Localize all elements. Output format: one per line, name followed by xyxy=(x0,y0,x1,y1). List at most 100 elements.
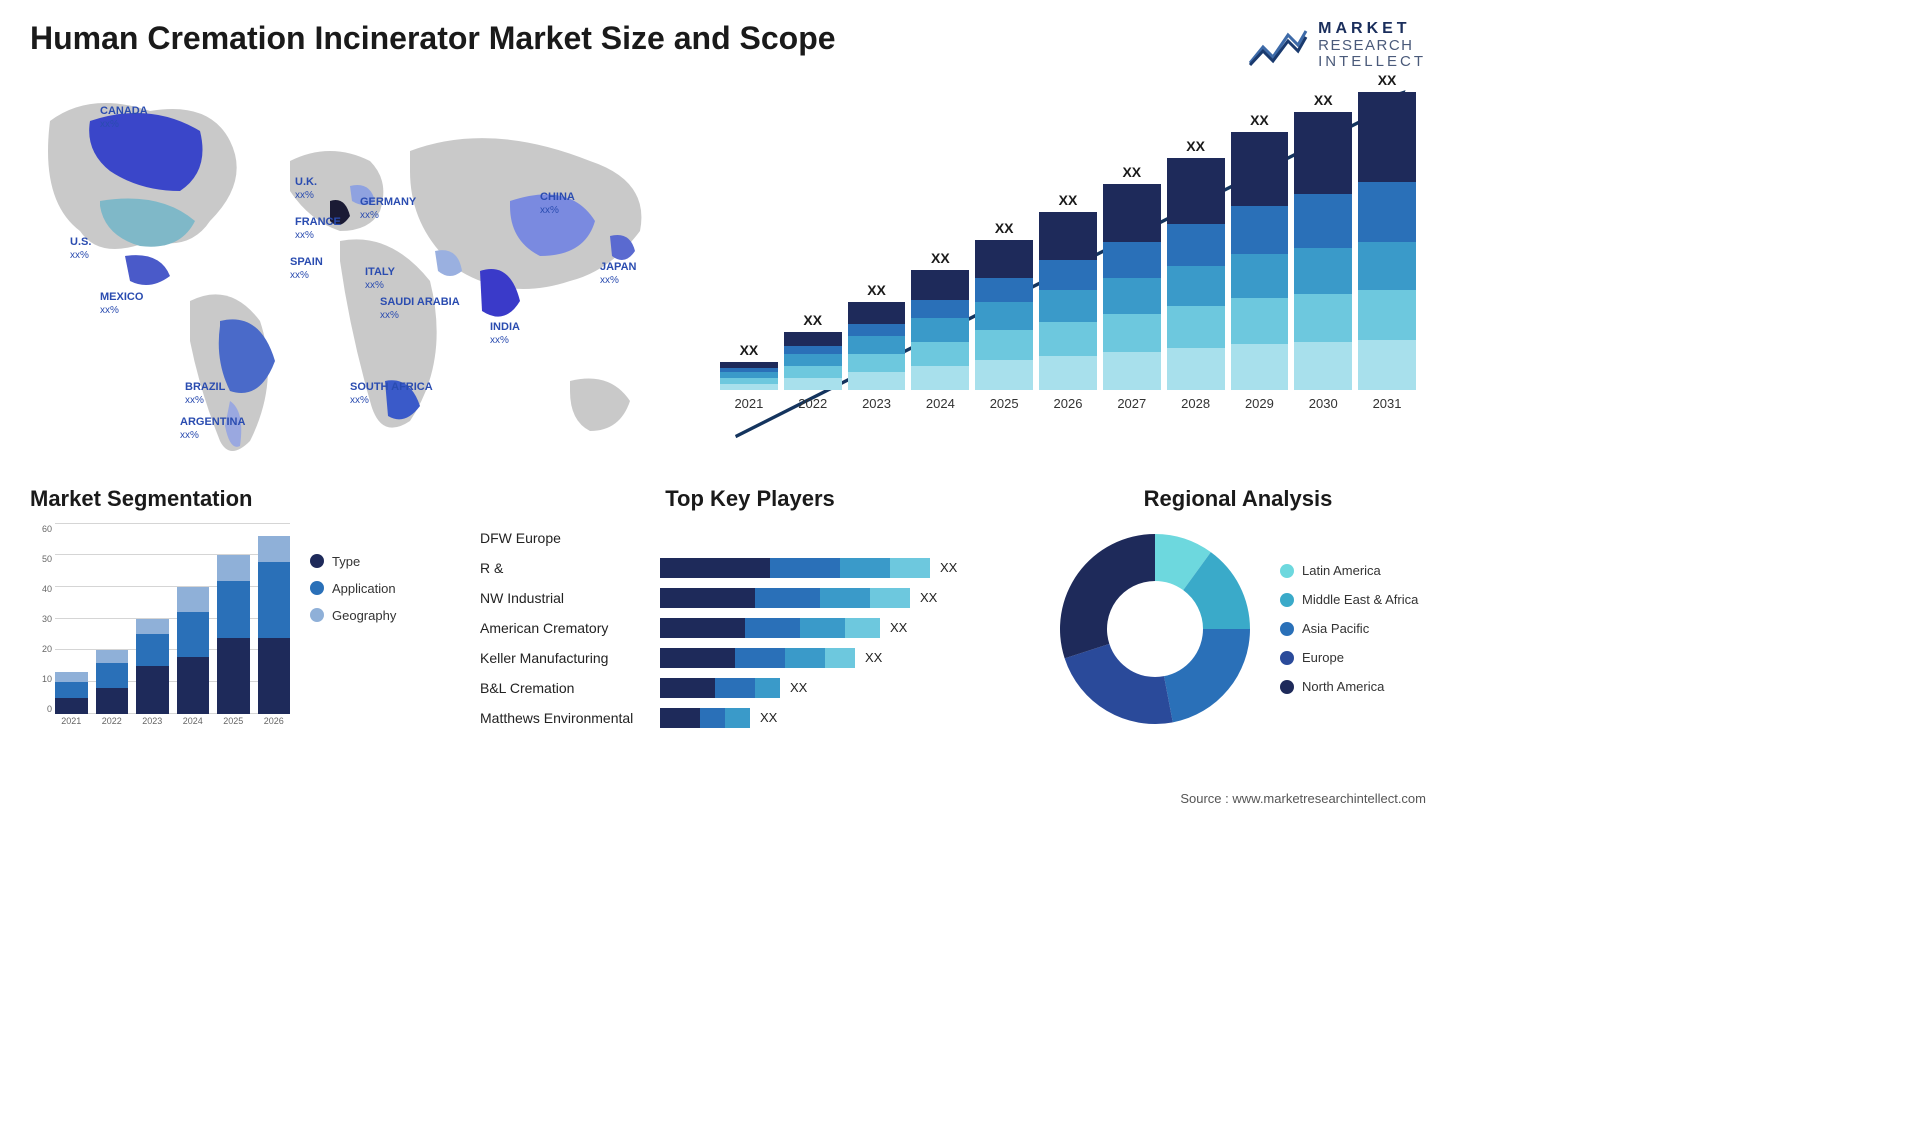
player-name: R & xyxy=(480,560,660,576)
growth-bar-value: XX xyxy=(1059,192,1078,208)
page-title: Human Cremation Incinerator Market Size … xyxy=(30,20,836,57)
regional-legend: Latin America Middle East & Africa Asia Pa… xyxy=(1280,563,1418,694)
map-label: SOUTH AFRICAxx% xyxy=(350,381,433,407)
growth-bar-value: XX xyxy=(867,282,886,298)
player-value: XX xyxy=(865,650,882,665)
growth-bar-year: 2025 xyxy=(990,396,1019,411)
player-value: XX xyxy=(890,620,907,635)
seg-year-label: 2026 xyxy=(258,716,291,734)
seg-bar xyxy=(217,555,250,713)
player-row: NW Industrial XX xyxy=(480,584,1020,612)
map-label: SAUDI ARABIAxx% xyxy=(380,296,460,322)
growth-bar-year: 2030 xyxy=(1309,396,1338,411)
seg-bar xyxy=(96,650,129,713)
growth-bar-value: XX xyxy=(995,220,1014,236)
player-name: DFW Europe xyxy=(480,530,660,546)
seg-year-label: 2024 xyxy=(177,716,210,734)
players-title: Top Key Players xyxy=(480,486,1020,512)
growth-chart: XX2021XX2022XX2023XX2024XX2025XX2026XX20… xyxy=(710,81,1426,471)
player-value: XX xyxy=(940,560,957,575)
growth-bar-year: 2031 xyxy=(1373,396,1402,411)
growth-bar-year: 2022 xyxy=(798,396,827,411)
player-row: DFW Europe xyxy=(480,524,1020,552)
growth-bar: XX 2021 xyxy=(720,342,778,411)
growth-bar: XX2028 xyxy=(1167,138,1225,411)
donut-slice xyxy=(1065,643,1173,723)
logo: MARKET RESEARCH INTELLECT xyxy=(1248,20,1426,71)
legend-item: Asia Pacific xyxy=(1280,621,1418,636)
source-text: Source : www.marketresearchintellect.com xyxy=(1180,791,1426,806)
legend-item: Latin America xyxy=(1280,563,1418,578)
growth-bar-year: 2024 xyxy=(926,396,955,411)
seg-year-label: 2021 xyxy=(55,716,88,734)
growth-bar: XX 2030 xyxy=(1294,92,1352,411)
growth-bar: XX 2025 xyxy=(975,220,1033,411)
segmentation-legend: Type Application Geography xyxy=(310,524,396,734)
seg-year-label: 2025 xyxy=(217,716,250,734)
map-label: SPAINxx% xyxy=(290,256,323,282)
growth-bar-value: XX xyxy=(931,250,950,266)
segmentation-chart: 0102030405060 202120222023202420252026 xyxy=(30,524,290,734)
player-name: American Crematory xyxy=(480,620,660,636)
growth-bar: XX 2026 xyxy=(1039,192,1097,411)
logo-text-3: INTELLECT xyxy=(1318,54,1426,71)
map-label: FRANCExx% xyxy=(295,216,341,242)
growth-bar-year: 2027 xyxy=(1117,396,1146,411)
growth-bar-year: 2021 xyxy=(734,396,763,411)
growth-bar: XX 2027 xyxy=(1103,164,1161,411)
growth-bar-year: 2026 xyxy=(1054,396,1083,411)
map-label: MEXICOxx% xyxy=(100,291,143,317)
regional-title: Regional Analysis xyxy=(1050,486,1426,512)
growth-bar-value: XX xyxy=(1250,112,1269,128)
player-name: Matthews Environmental xyxy=(480,710,660,726)
player-row: B&L CremationXX xyxy=(480,674,1020,702)
growth-bar-value: XX xyxy=(740,342,759,358)
legend-item: Geography xyxy=(310,608,396,623)
map-label: INDIAxx% xyxy=(490,321,520,347)
map-label: GERMANYxx% xyxy=(360,196,416,222)
legend-item: Europe xyxy=(1280,650,1418,665)
players-section: Top Key Players DFW EuropeR &XXNW Indust… xyxy=(480,486,1020,751)
growth-bar: XX 2022 xyxy=(784,312,842,411)
seg-year-label: 2022 xyxy=(96,716,129,734)
growth-bar: XX 2031 xyxy=(1358,72,1416,411)
map-label: ITALYxx% xyxy=(365,266,395,292)
seg-bar xyxy=(55,672,88,713)
donut-slice xyxy=(1060,534,1155,658)
legend-item: Middle East & Africa xyxy=(1280,592,1418,607)
growth-bar: XX 2024 xyxy=(911,250,969,411)
player-row: Keller Manufacturing XX xyxy=(480,644,1020,672)
player-name: NW Industrial xyxy=(480,590,660,606)
player-name: Keller Manufacturing xyxy=(480,650,660,666)
map-label: U.S.xx% xyxy=(70,236,91,262)
map-label: JAPANxx% xyxy=(600,261,636,287)
player-name: B&L Cremation xyxy=(480,680,660,696)
player-value: XX xyxy=(920,590,937,605)
logo-text-1: MARKET xyxy=(1318,20,1426,38)
map-label: CHINAxx% xyxy=(540,191,575,217)
world-map-svg xyxy=(30,81,670,471)
growth-bar-year: 2023 xyxy=(862,396,891,411)
map-label: U.K.xx% xyxy=(295,176,317,202)
growth-bar: XX2029 xyxy=(1231,112,1289,411)
legend-item: Application xyxy=(310,581,396,596)
growth-bar-value: XX xyxy=(1314,92,1333,108)
regional-section: Regional Analysis Latin America Middle Ea… xyxy=(1050,486,1426,751)
player-row: R & XX xyxy=(480,554,1020,582)
segmentation-section: Market Segmentation 0102030405060 202120… xyxy=(30,486,450,751)
donut-slice xyxy=(1164,629,1250,722)
seg-bar xyxy=(177,587,210,714)
growth-bar-value: XX xyxy=(1122,164,1141,180)
growth-bar-value: XX xyxy=(1378,72,1397,88)
player-row: American Crematory XX xyxy=(480,614,1020,642)
legend-item: North America xyxy=(1280,679,1418,694)
legend-item: Type xyxy=(310,554,396,569)
seg-bar xyxy=(258,536,291,713)
map-label: ARGENTINAxx% xyxy=(180,416,245,442)
regional-donut xyxy=(1050,524,1260,734)
player-value: XX xyxy=(760,710,777,725)
seg-year-label: 2023 xyxy=(136,716,169,734)
world-map: CANADAxx%U.S.xx%MEXICOxx%BRAZILxx%ARGENT… xyxy=(30,81,670,471)
map-label: BRAZILxx% xyxy=(185,381,225,407)
growth-bar-value: XX xyxy=(803,312,822,328)
